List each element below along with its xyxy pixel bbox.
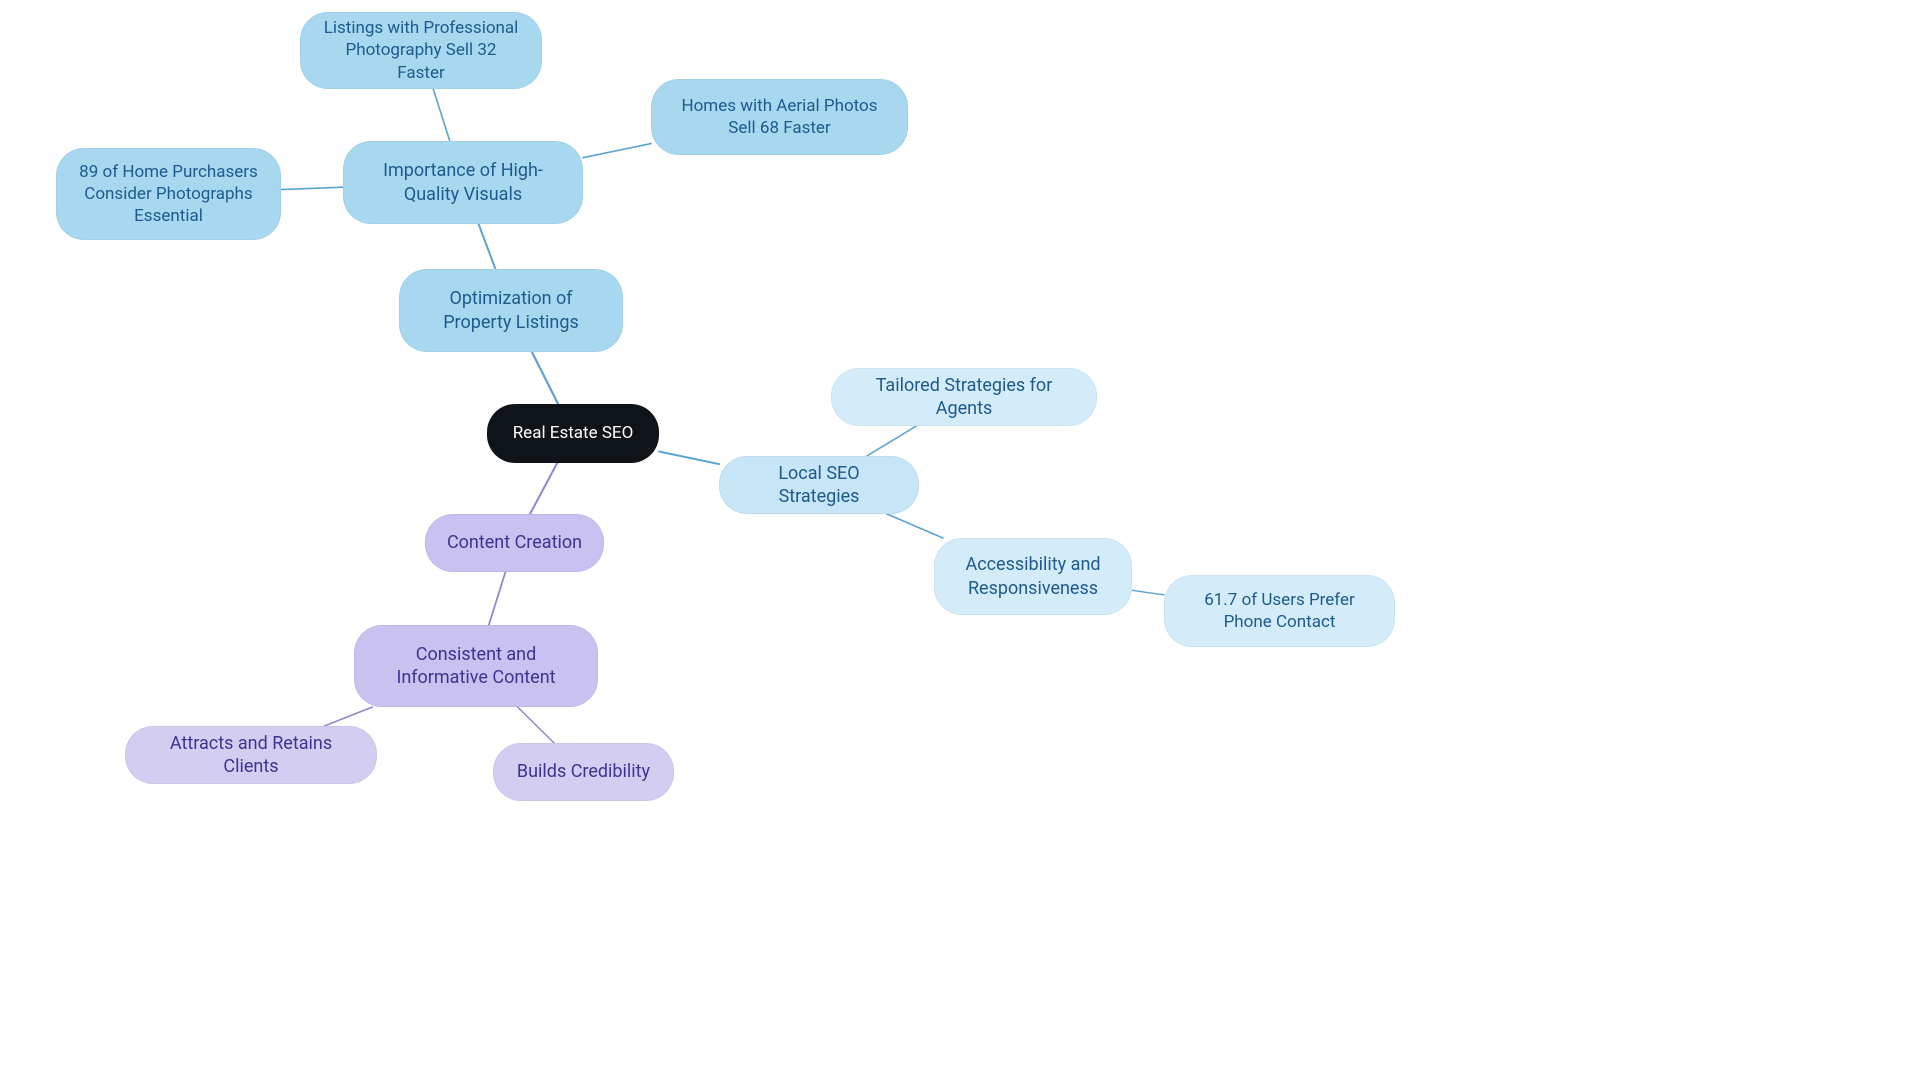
node-consistent[interactable]: Consistent and Informative Content <box>354 625 598 707</box>
edge-root-content_creation <box>530 463 557 514</box>
edge-root-opt_listings <box>532 352 558 404</box>
node-local_seo[interactable]: Local SEO Strategies <box>719 456 919 514</box>
node-aerial[interactable]: Homes with Aerial Photos Sell 68 Faster <box>651 79 908 155</box>
node-content_creation[interactable]: Content Creation <box>425 514 604 572</box>
node-hq_visuals[interactable]: Importance of High-Quality Visuals <box>343 141 583 224</box>
node-opt_listings[interactable]: Optimization of Property Listings <box>399 269 623 352</box>
node-phone61[interactable]: 61.7 of Users Prefer Phone Contact <box>1164 575 1395 647</box>
node-prof_photo[interactable]: Listings with Professional Photography S… <box>300 12 542 89</box>
diagram-canvas: Real Estate SEO Optimization of Property … <box>0 0 1920 1083</box>
node-access_resp[interactable]: Accessibility and Responsiveness <box>934 538 1132 615</box>
node-attracts[interactable]: Attracts and Retains Clients <box>125 726 377 784</box>
edge-consistent-attracts <box>324 707 372 726</box>
edge-content_creation-consistent <box>489 572 506 625</box>
edge-hq_visuals-aerial <box>583 144 651 158</box>
node-pct89[interactable]: 89 of Home Purchasers Consider Photograp… <box>56 148 281 240</box>
edge-local_seo-tailored <box>867 426 916 456</box>
edge-local_seo-access_resp <box>887 514 943 538</box>
edge-hq_visuals-prof_photo <box>433 89 450 141</box>
node-root[interactable]: Real Estate SEO <box>487 404 659 463</box>
edge-access_resp-phone61 <box>1132 590 1164 594</box>
edge-opt_listings-hq_visuals <box>479 224 496 269</box>
edge-hq_visuals-pct89 <box>281 187 343 189</box>
edge-consistent-credibility <box>518 707 555 743</box>
node-credibility[interactable]: Builds Credibility <box>493 743 674 801</box>
node-tailored[interactable]: Tailored Strategies for Agents <box>831 368 1097 426</box>
edge-root-local_seo <box>659 452 719 465</box>
